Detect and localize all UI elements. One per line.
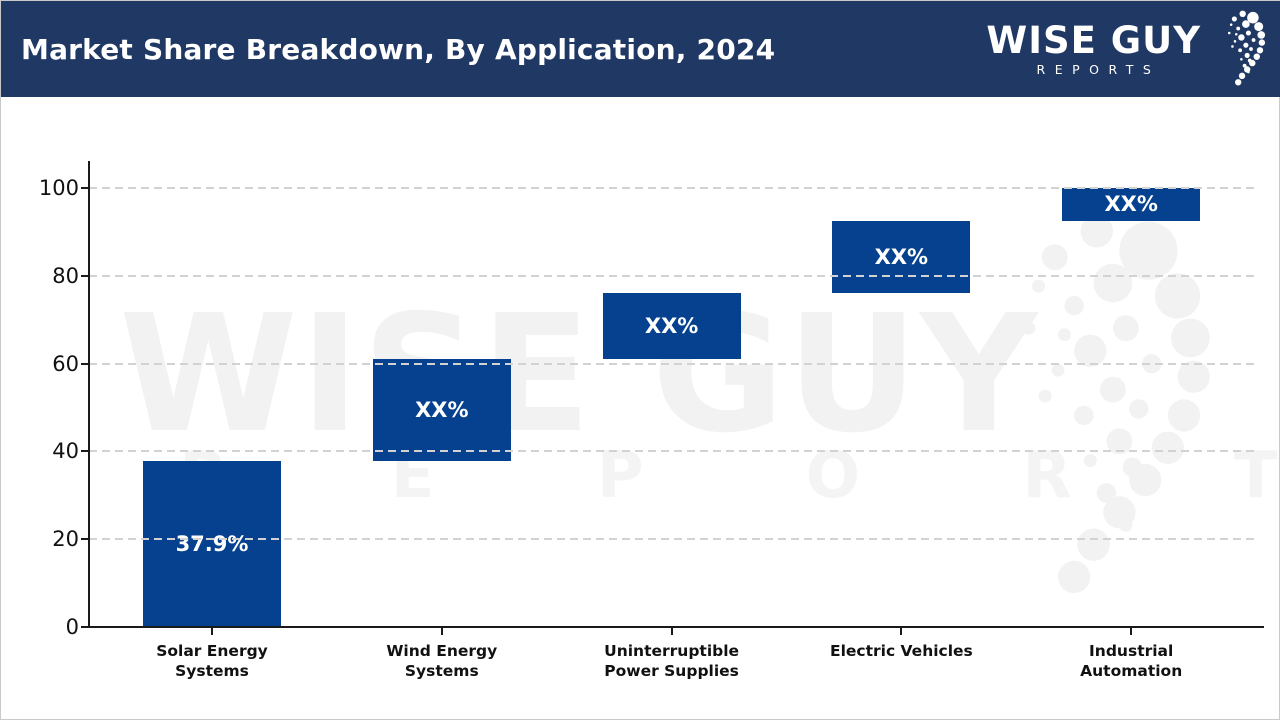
y-axis-spine [88, 161, 90, 628]
x-category-label-3: Uninterruptible Power Supplies [604, 642, 740, 680]
x-category-label-2: Wind Energy Systems [386, 642, 498, 680]
bar-4: XX% [832, 220, 971, 294]
wise-guy-logo: WISE GUY REPORTS [986, 7, 1267, 91]
gridline-100 [89, 187, 1256, 189]
bar-5: XX% [1062, 188, 1201, 221]
y-tick-mark-20 [81, 538, 88, 541]
bar-1: 37.9% [143, 460, 281, 627]
gridline-20 [89, 538, 1256, 541]
bar-value-label: 37.9% [175, 531, 249, 556]
x-tick-mark-4 [900, 628, 903, 635]
y-tick-mark-40 [81, 450, 88, 453]
x-tick-mark-2 [440, 628, 443, 635]
y-tick-label-0: 0 [65, 615, 79, 639]
bar-value-label: XX% [874, 245, 929, 270]
bar-3: XX% [602, 293, 741, 360]
x-category-label-4: Electric Vehicles [829, 642, 973, 660]
chart-title: Market Share Breakdown, By Application, … [21, 32, 776, 66]
bar-value-label: XX% [644, 314, 699, 339]
logo-text: WISE GUY REPORTS [986, 18, 1201, 77]
x-tick-mark-5 [1130, 628, 1133, 635]
gridline-60 [89, 362, 1256, 365]
y-tick-label-20: 20 [52, 527, 79, 552]
y-tick-label-80: 80 [52, 263, 79, 288]
y-tick-mark-0 [81, 626, 88, 628]
gridline-40 [89, 450, 1256, 453]
logo-wordmark: WISE GUY [986, 18, 1201, 62]
x-category-label-1: Solar Energy Systems [156, 642, 268, 680]
y-tick-label-40: 40 [52, 439, 79, 464]
bar-value-label: XX% [415, 397, 469, 422]
x-axis-spine [88, 626, 1264, 628]
x-tick-mark-1 [211, 628, 213, 635]
logo-subtitle: REPORTS [1036, 61, 1161, 77]
x-tick-mark-3 [670, 628, 673, 635]
y-tick-mark-100 [81, 187, 88, 189]
y-tick-mark-80 [81, 274, 88, 277]
y-tick-label-60: 60 [52, 351, 79, 376]
bar-2: XX% [372, 359, 511, 461]
header-bar: Market Share Breakdown, By Application, … [1, 1, 1280, 97]
dotted-head-logo-icon [1227, 10, 1266, 86]
y-tick-mark-60 [81, 362, 88, 365]
y-tick-label-100: 100 [38, 176, 79, 200]
gridline-80 [89, 274, 1256, 277]
bar-value-label: XX% [1104, 192, 1158, 217]
x-category-label-5: Industrial Automation [1080, 642, 1183, 680]
watermark-wordmark: WISE GUY [119, 281, 1040, 469]
